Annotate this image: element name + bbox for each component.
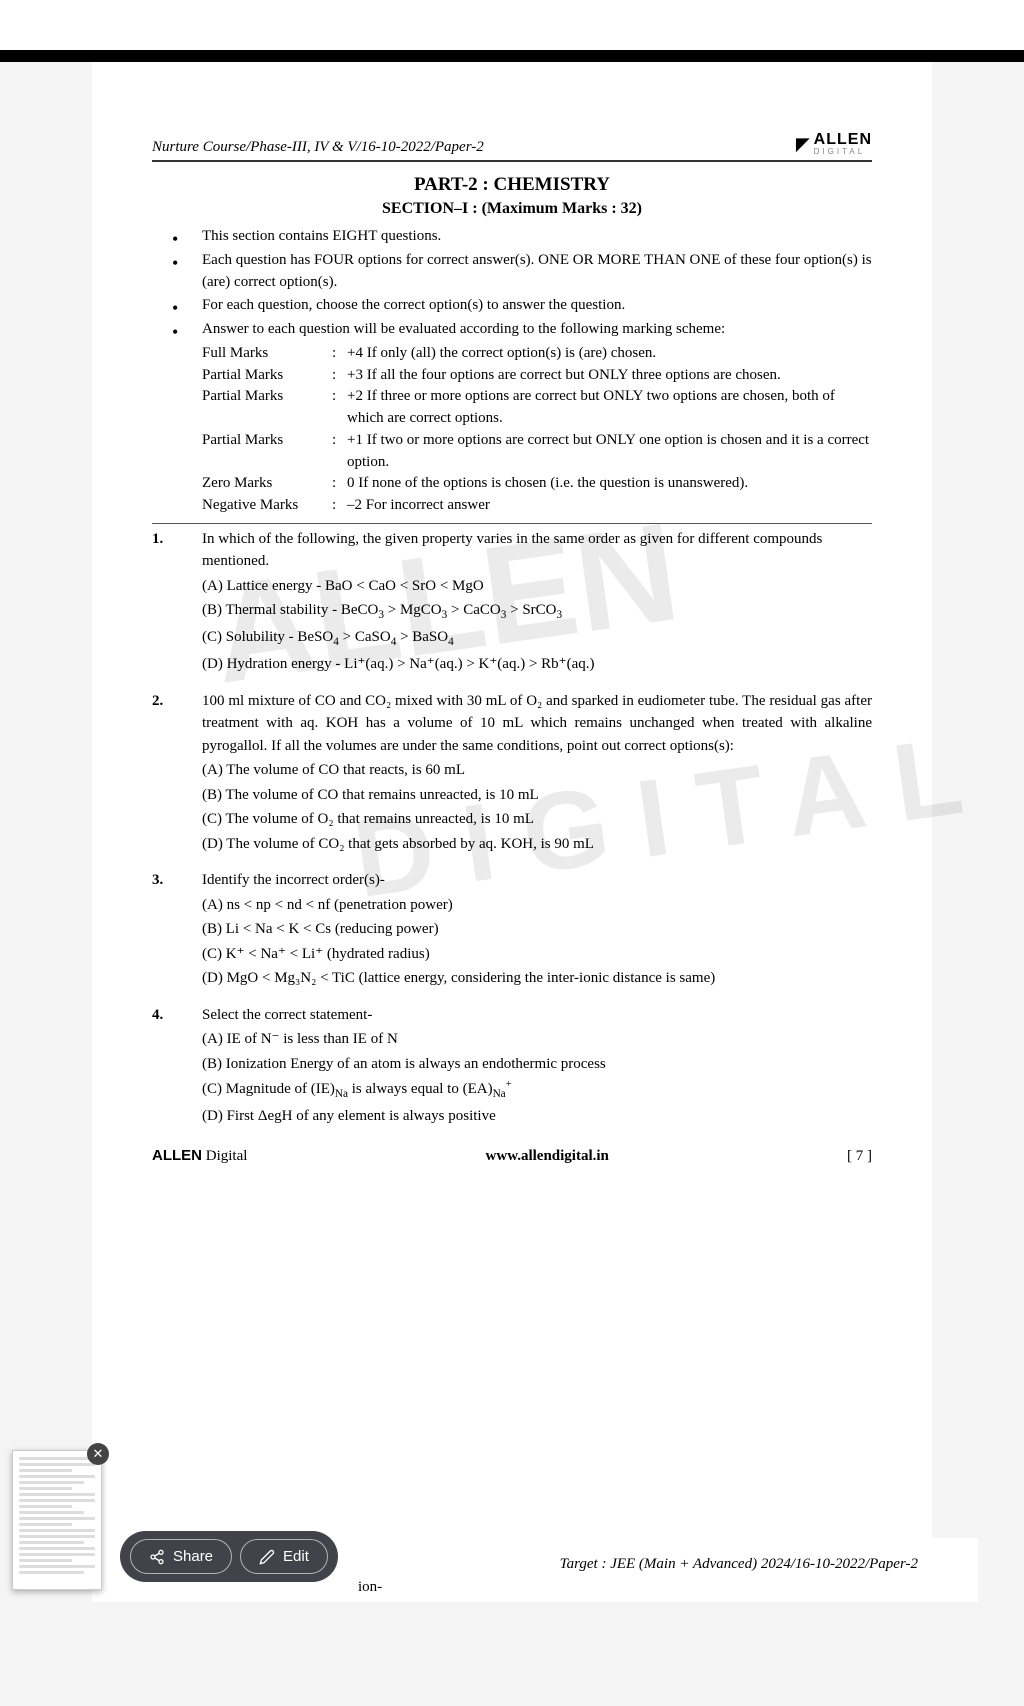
q1-option-d: (D) Hydration energy - Li⁺(aq.) > Na⁺(aq… xyxy=(202,653,872,676)
q3-text: Identify the incorrect order(s)- xyxy=(202,869,872,892)
divider xyxy=(152,523,872,524)
logo: ◤ ALLEN DIGITAL xyxy=(796,132,872,156)
q1-option-a: (A) Lattice energy - BaO < CaO < SrO < M… xyxy=(202,575,872,598)
question-3: 3. Identify the incorrect order(s)- (A) … xyxy=(152,869,872,990)
q2-text: 100 ml mixture of CO and CO₂ mixed with … xyxy=(202,690,872,758)
instruction-item: This section contains EIGHT questions. xyxy=(172,226,872,248)
q3-option-a: (A) ns < np < nd < nf (penetration power… xyxy=(202,894,872,917)
instructions-list: This section contains EIGHT questions. E… xyxy=(152,226,872,341)
document-page: ALLEN DIGITAL Nurture Course/Phase-III, … xyxy=(92,62,932,1602)
logo-main: ALLEN xyxy=(814,132,872,148)
q1-option-c: (C) Solubility - BeSO4 > CaSO4 > BaSO4 xyxy=(202,626,872,651)
q3-option-d: (D) MgO < Mg₃N₂ < TiC (lattice energy, c… xyxy=(202,967,872,990)
marks-table: Full Marks:+4 If only (all) the correct … xyxy=(202,343,872,517)
close-icon: ✕ xyxy=(93,1446,104,1462)
question-1: 1. In which of the following, the given … xyxy=(152,528,872,676)
header-row: Nurture Course/Phase-III, IV & V/16-10-2… xyxy=(152,132,872,162)
q2-option-b: (B) The volume of CO that remains unreac… xyxy=(202,784,872,807)
top-black-bar xyxy=(0,50,1024,62)
footer-page-num: [ 7 ] xyxy=(847,1148,872,1165)
instruction-item: Answer to each question will be evaluate… xyxy=(172,319,872,341)
q2-option-c: (C) The volume of O₂ that remains unreac… xyxy=(202,808,872,831)
action-bar: Share Edit xyxy=(120,1531,338,1582)
share-button[interactable]: Share xyxy=(130,1539,232,1574)
share-icon xyxy=(149,1549,165,1565)
course-title: Nurture Course/Phase-III, IV & V/16-10-2… xyxy=(152,139,484,156)
question-4: 4. Select the correct statement- (A) IE … xyxy=(152,1004,872,1128)
q2-option-d: (D) The volume of CO₂ that gets absorbed… xyxy=(202,833,872,856)
q4-option-b: (B) Ionization Energy of an atom is alwa… xyxy=(202,1053,872,1076)
q4-text: Select the correct statement- xyxy=(202,1004,872,1027)
close-thumbnail-button[interactable]: ✕ xyxy=(87,1443,109,1465)
edit-icon xyxy=(259,1549,275,1565)
instruction-item: Each question has FOUR options for corre… xyxy=(172,250,872,294)
page-thumbnail[interactable]: ✕ xyxy=(12,1450,102,1590)
question-2: 2. 100 ml mixture of CO and CO₂ mixed wi… xyxy=(152,690,872,856)
q3-option-c: (C) K⁺ < Na⁺ < Li⁺ (hydrated radius) xyxy=(202,943,872,966)
q1-text: In which of the following, the given pro… xyxy=(202,528,872,573)
edit-button[interactable]: Edit xyxy=(240,1539,328,1574)
q2-option-a: (A) The volume of CO that reacts, is 60 … xyxy=(202,759,872,782)
q4-option-d: (D) First ΔegH of any element is always … xyxy=(202,1105,872,1128)
q4-option-c: (C) Magnitude of (IE)Na is always equal … xyxy=(202,1077,872,1103)
thumbnail-preview xyxy=(13,1451,101,1583)
q1-option-b: (B) Thermal stability - BeCO3 > MgCO3 > … xyxy=(202,599,872,624)
top-whitespace xyxy=(0,0,1024,50)
q3-option-b: (B) Li < Na < K < Cs (reducing power) xyxy=(202,918,872,941)
page-footer: ALLEN Digital www.allendigital.in [ 7 ] xyxy=(152,1147,872,1165)
q4-option-a: (A) IE of N⁻ is less than IE of N xyxy=(202,1028,872,1051)
section-title: SECTION–I : (Maximum Marks : 32) xyxy=(152,200,872,218)
logo-sub: DIGITAL xyxy=(814,148,872,156)
part-title: PART-2 : CHEMISTRY xyxy=(152,174,872,196)
footer-url: www.allendigital.in xyxy=(486,1148,609,1165)
footer-logo: ALLEN xyxy=(152,1147,202,1164)
logo-triangle-icon: ◤ xyxy=(796,134,810,155)
instruction-item: For each question, choose the correct op… xyxy=(172,295,872,317)
